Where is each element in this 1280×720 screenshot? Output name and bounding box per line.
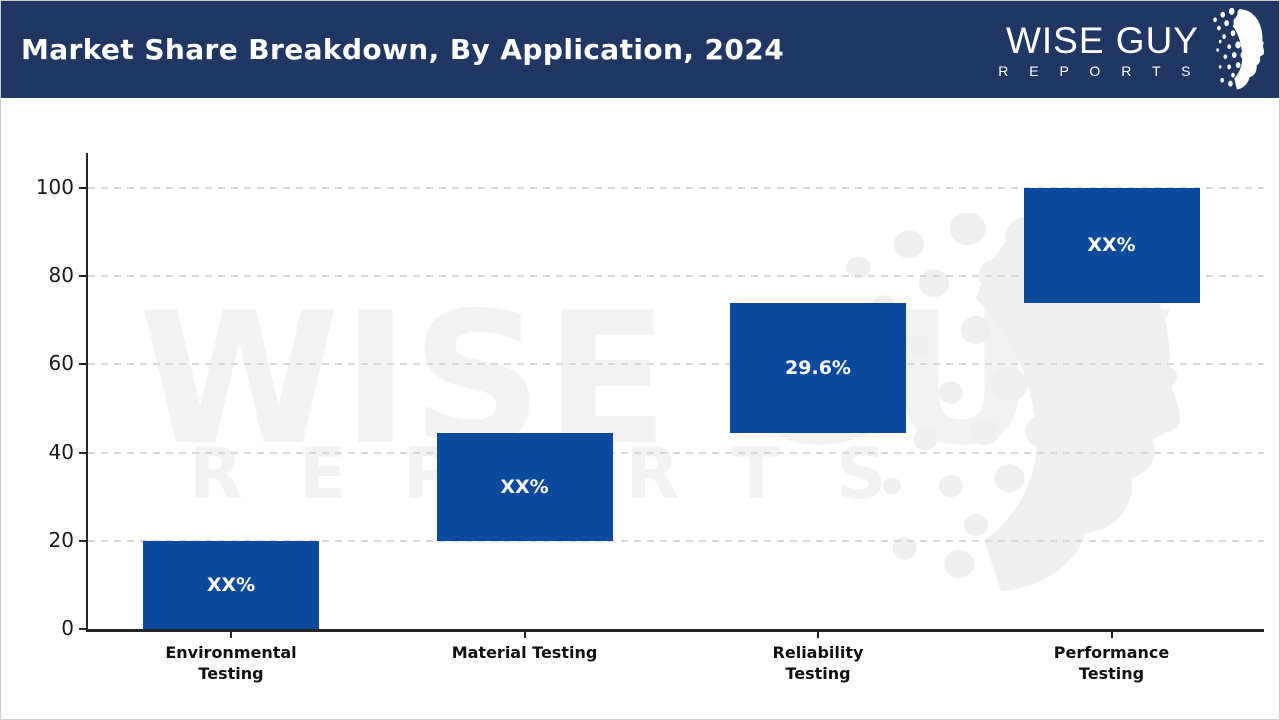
grid-line xyxy=(88,275,1264,278)
x-tick-mark xyxy=(1110,631,1113,638)
bar: XX% xyxy=(436,433,613,541)
grid-line xyxy=(88,363,1264,366)
bar-value-label: XX% xyxy=(1087,234,1136,257)
bar-value-label: 29.6% xyxy=(785,356,851,379)
header-banner: Market Share Breakdown, By Application, … xyxy=(1,1,1279,98)
logo-reports-label: R E P O R T S xyxy=(998,62,1199,79)
y-tick-mark xyxy=(79,539,88,542)
logo-wiseguy-label: WISE GUY xyxy=(1005,19,1199,61)
y-tick-label: 40 xyxy=(48,439,74,464)
x-axis-category-label: Environmental Testing xyxy=(165,643,297,683)
x-tick-mark xyxy=(523,631,526,638)
bar: XX% xyxy=(1023,188,1200,303)
y-tick-mark xyxy=(79,275,88,278)
y-tick-label: 60 xyxy=(48,351,74,376)
y-tick-label: 80 xyxy=(48,263,74,288)
grid-line xyxy=(88,539,1264,542)
watermark-dotted-face xyxy=(846,213,1180,592)
x-axis-line xyxy=(86,629,1264,632)
x-axis-category-label: Material Testing xyxy=(451,643,598,662)
bar-value-label: XX% xyxy=(500,475,549,498)
x-axis-category-label: Reliability Testing xyxy=(772,643,864,683)
grid-line xyxy=(88,187,1264,189)
y-tick-label: 20 xyxy=(48,527,74,552)
x-tick-mark xyxy=(817,631,819,638)
y-tick-mark xyxy=(79,628,88,630)
y-tick-label: 0 xyxy=(61,616,74,640)
grid-line xyxy=(88,451,1264,454)
y-tick-mark xyxy=(79,187,88,189)
y-tick-label: 100 xyxy=(35,175,74,199)
y-tick-mark xyxy=(79,451,88,454)
bar: XX% xyxy=(143,540,319,629)
logo-text: WISE GUY R E P O R T S xyxy=(994,22,1199,78)
y-axis-line xyxy=(86,153,88,632)
bar-value-label: XX% xyxy=(206,573,256,596)
page-title: Market Share Breakdown, By Application, … xyxy=(21,33,785,66)
logo-dotted-face-icon xyxy=(1213,7,1265,89)
wise-guy-reports-logo: WISE GUY R E P O R T S xyxy=(994,1,1265,98)
x-axis-category-label: Performance Testing xyxy=(1053,643,1170,683)
y-tick-mark xyxy=(79,363,88,366)
bar: 29.6% xyxy=(730,302,906,434)
x-tick-mark xyxy=(230,631,232,638)
